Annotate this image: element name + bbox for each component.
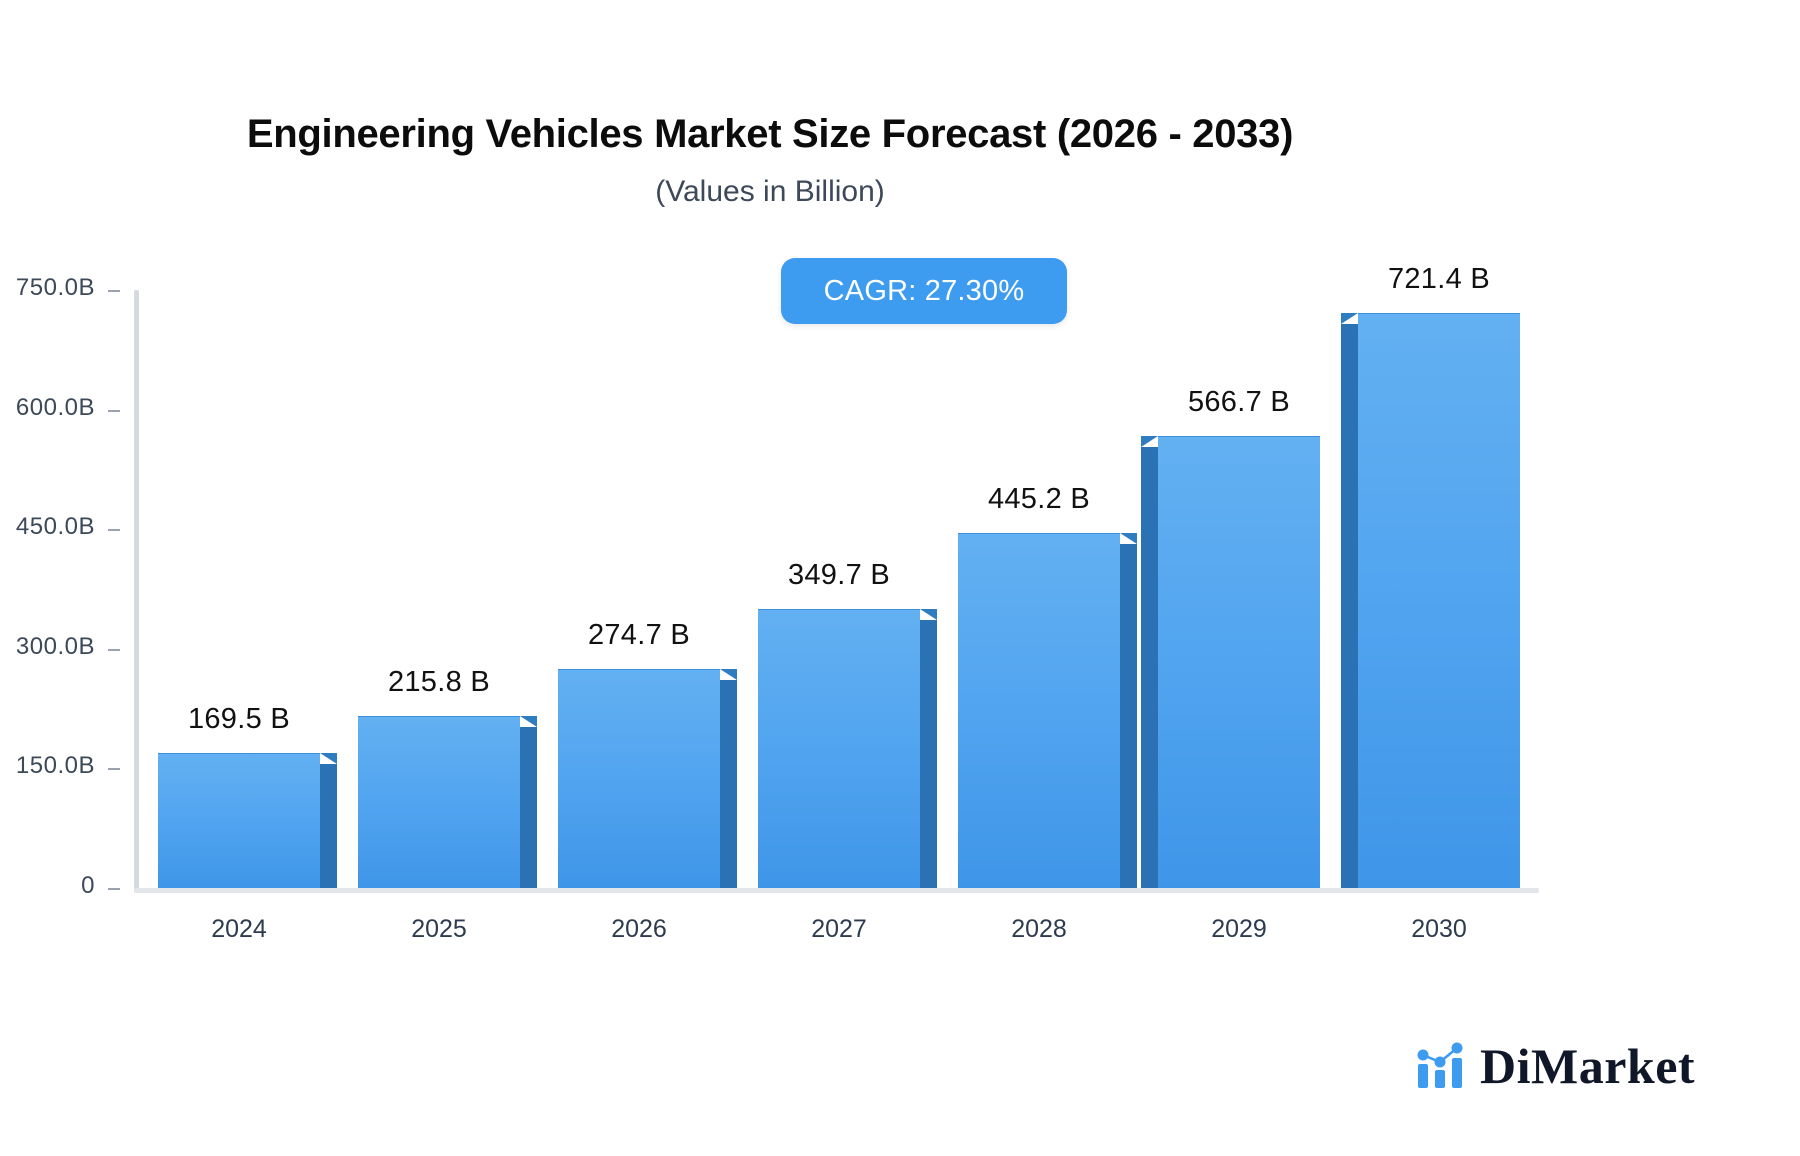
bar-2024[interactable] — [158, 752, 337, 888]
y-axis-tick — [108, 290, 120, 292]
y-axis-tick-label: 150.0B — [15, 752, 95, 780]
cagr-badge: CAGR: 27.30% — [781, 258, 1067, 324]
bar-value-label: 721.4 B — [1387, 262, 1491, 295]
bar-2025[interactable] — [358, 715, 537, 888]
bar-2028[interactable] — [958, 533, 1137, 888]
bar-side-face — [520, 726, 537, 888]
bar-top-face — [1120, 533, 1137, 545]
bar-top-face — [920, 609, 937, 621]
y-axis-tick-label: 450.0B — [15, 513, 95, 541]
y-axis-tick-label: 300.0B — [15, 632, 95, 660]
bar-value-label: 445.2 B — [987, 483, 1091, 516]
x-axis-tick-label: 2030 — [1411, 915, 1467, 943]
x-axis-tick-label: 2024 — [211, 915, 267, 943]
bar-top-face — [320, 752, 337, 764]
bar-side-face — [720, 679, 737, 888]
y-axis-tick — [108, 768, 120, 771]
bar-value-label: 274.7 B — [587, 618, 691, 651]
bar-front-face — [558, 668, 720, 888]
y-axis-tick — [108, 648, 120, 651]
bar-2026[interactable] — [558, 668, 737, 888]
x-axis-tick-label: 2026 — [611, 915, 667, 943]
y-axis-tick-label: 0 — [81, 872, 95, 899]
bar-top-face — [1141, 436, 1158, 448]
page-title: Engineering Vehicles Market Size Forecas… — [246, 112, 1294, 156]
y-axis-tick — [108, 529, 120, 532]
bar-front-face — [158, 752, 320, 888]
bar-value-label: 215.8 B — [387, 665, 491, 698]
dimarket-logo: DiMarket — [1416, 1037, 1696, 1094]
bar-side-face — [320, 763, 337, 888]
x-axis-line — [134, 888, 1539, 893]
x-axis-tick-label: 2028 — [1011, 915, 1067, 943]
bar-2029[interactable] — [1141, 436, 1320, 888]
bar-front-face — [758, 609, 920, 888]
bar-front-face — [958, 533, 1120, 888]
bar-2030[interactable] — [1341, 312, 1520, 888]
y-axis-tick-label: 750.0B — [15, 274, 95, 301]
bar-top-face — [520, 715, 537, 727]
page-subtitle: (Values in Billion) — [655, 175, 885, 208]
bar-front-face — [1358, 312, 1520, 888]
x-axis-tick-label: 2027 — [811, 915, 867, 943]
bar-value-label: 349.7 B — [787, 559, 891, 592]
y-axis-line — [134, 290, 139, 892]
bar-top-face — [1341, 312, 1358, 324]
bar-value-label: 566.7 B — [1187, 386, 1291, 419]
logo-text: DiMarket — [1480, 1037, 1696, 1094]
x-axis-tick-label: 2029 — [1211, 915, 1267, 943]
bar-front-face — [358, 715, 520, 888]
bar-side-face — [920, 620, 937, 888]
cagr-badge-label: CAGR: 27.30% — [823, 274, 1025, 307]
bar-top-face — [720, 668, 737, 680]
bar-value-label: 169.5 B — [187, 702, 291, 735]
bar-front-face — [1158, 436, 1320, 888]
bar-2027[interactable] — [758, 609, 937, 888]
y-axis-tick — [108, 409, 120, 412]
y-axis-tick-label: 600.0B — [15, 393, 95, 421]
y-axis-tick — [108, 888, 120, 890]
chart-bars-icon — [1416, 1042, 1466, 1090]
bar-side-face — [1120, 544, 1137, 888]
x-axis-tick-label: 2025 — [411, 915, 467, 943]
bar-side-face — [1341, 323, 1358, 888]
bar-side-face — [1141, 447, 1158, 888]
